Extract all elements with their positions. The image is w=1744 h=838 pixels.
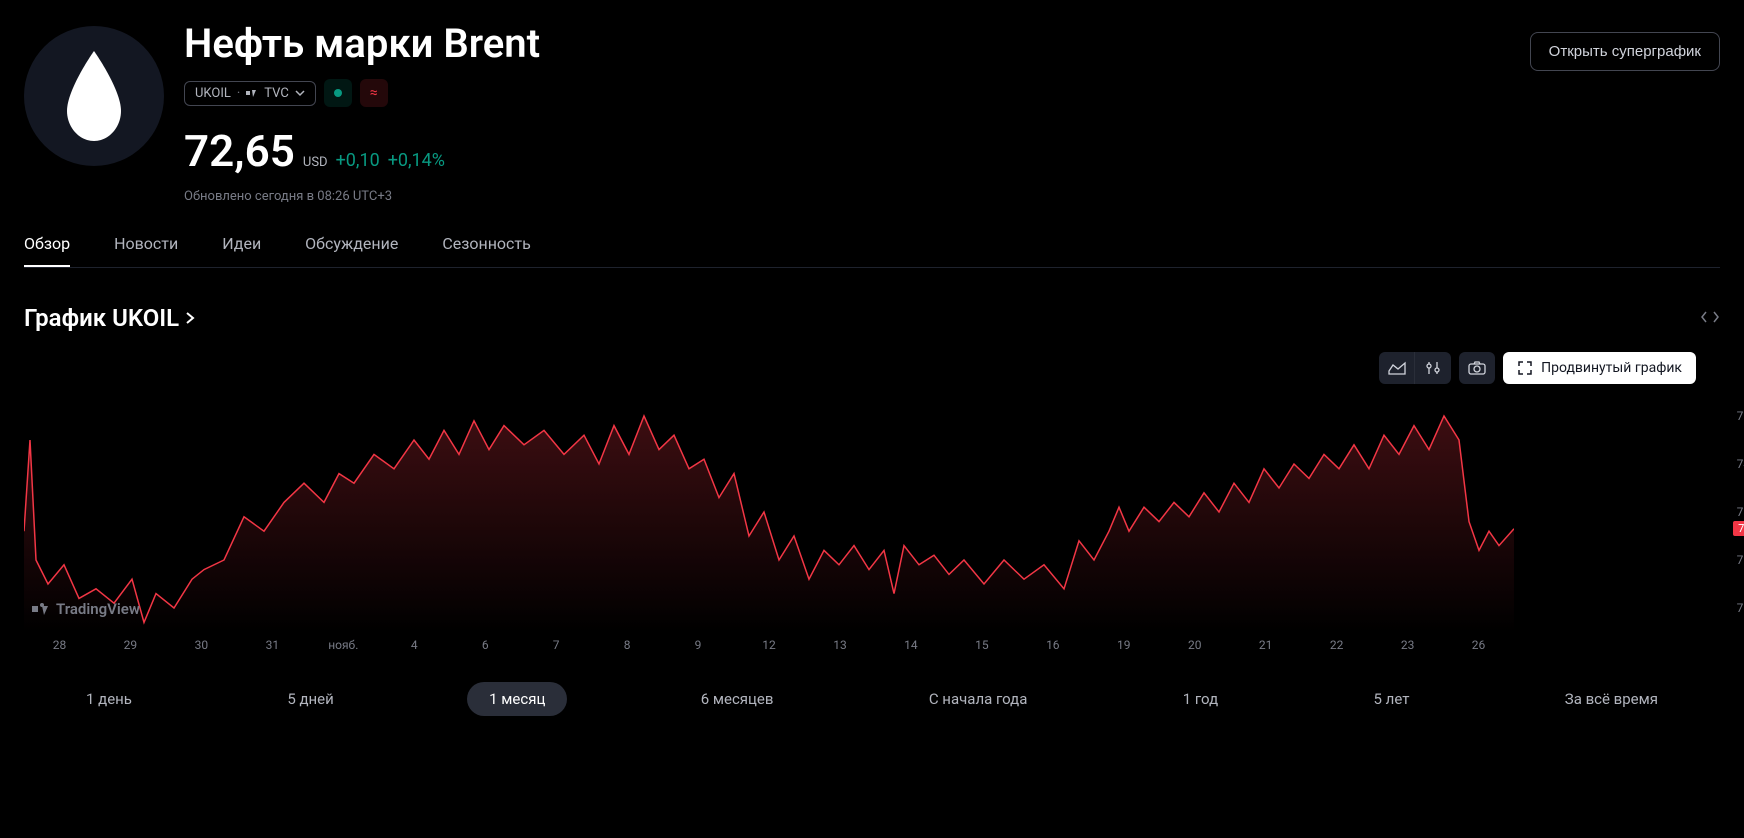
chart-toolbar: Продвинутый график bbox=[24, 352, 1720, 384]
range-option-4[interactable]: С начала года bbox=[907, 682, 1050, 716]
y-axis-label: 73,00 bbox=[1737, 505, 1744, 519]
x-axis-label: 19 bbox=[1088, 638, 1159, 652]
range-option-0[interactable]: 1 день bbox=[64, 682, 154, 716]
range-option-7[interactable]: За всё время bbox=[1543, 682, 1680, 716]
chevron-down-icon bbox=[295, 88, 305, 98]
page-title: Нефть марки Brent bbox=[184, 20, 540, 67]
chart-type-button[interactable] bbox=[1379, 352, 1415, 384]
header: Нефть марки Brent UKOIL · TVC ≈ bbox=[24, 20, 1720, 204]
y-axis-label: 72,00 bbox=[1737, 553, 1744, 567]
x-axis-label: 16 bbox=[1017, 638, 1088, 652]
instrument-logo bbox=[24, 26, 164, 166]
chart-title-link[interactable]: График UKOIL bbox=[24, 304, 195, 332]
chart-title-text: График UKOIL bbox=[24, 304, 179, 332]
tradingview-logo-icon bbox=[32, 602, 50, 616]
x-axis-label: 12 bbox=[734, 638, 805, 652]
x-axis-label: 30 bbox=[166, 638, 237, 652]
range-option-1[interactable]: 5 дней bbox=[265, 682, 355, 716]
tab-4[interactable]: Сезонность bbox=[442, 234, 530, 267]
section-tabs: Обзор Новости Идеи Обсуждение Сезонность bbox=[24, 234, 1720, 268]
chevron-right-icon bbox=[185, 311, 195, 325]
x-axis-label: 26 bbox=[1443, 638, 1514, 652]
exchange-logo bbox=[246, 88, 258, 98]
tab-3[interactable]: Обсуждение bbox=[305, 234, 398, 267]
x-axis-label: 22 bbox=[1301, 638, 1372, 652]
x-axis-label: нояб. bbox=[308, 638, 379, 652]
snapshot-button[interactable] bbox=[1459, 352, 1495, 384]
x-axis-label: 29 bbox=[95, 638, 166, 652]
x-axis-label: 20 bbox=[1159, 638, 1230, 652]
sliders-icon bbox=[1425, 360, 1441, 376]
current-price-tag: 72,65 bbox=[1733, 521, 1744, 536]
tab-0[interactable]: Обзор bbox=[24, 234, 70, 267]
time-range-selector: 1 день 5 дней 1 месяц 6 месяцев С начала год… bbox=[24, 682, 1720, 716]
status-dot-icon bbox=[334, 89, 342, 97]
x-axis-label: 21 bbox=[1230, 638, 1301, 652]
symbol-selector[interactable]: UKOIL · TVC bbox=[184, 81, 316, 106]
x-axis-label: 23 bbox=[1372, 638, 1443, 652]
y-axis-label: 75,00 bbox=[1737, 409, 1744, 423]
open-supergraph-button[interactable]: Открыть суперграфик bbox=[1530, 32, 1720, 71]
symbol-code: UKOIL bbox=[195, 86, 231, 101]
x-axis-label: 7 bbox=[521, 638, 592, 652]
advanced-chart-button[interactable]: Продвинутый график bbox=[1503, 352, 1696, 384]
x-axis-label: 14 bbox=[875, 638, 946, 652]
approx-badge[interactable]: ≈ bbox=[360, 79, 388, 107]
current-price: 72,65 bbox=[184, 125, 295, 177]
fullscreen-icon bbox=[1517, 360, 1533, 376]
y-axis-label: 71,00 bbox=[1737, 601, 1744, 615]
advanced-chart-label: Продвинутый график bbox=[1541, 360, 1682, 376]
x-axis-label: 4 bbox=[379, 638, 450, 652]
x-axis-label: 9 bbox=[663, 638, 734, 652]
price-chart[interactable] bbox=[24, 392, 1514, 632]
x-axis-label: 8 bbox=[592, 638, 663, 652]
change-absolute: +0,10 bbox=[336, 150, 380, 171]
updated-timestamp: Обновлено сегодня в 08:26 UTC+3 bbox=[184, 189, 540, 204]
x-axis-label: 6 bbox=[450, 638, 521, 652]
separator-dot: · bbox=[237, 86, 240, 101]
x-axis-label: 15 bbox=[946, 638, 1017, 652]
x-axis-label: 28 bbox=[24, 638, 95, 652]
area-chart-icon bbox=[1388, 361, 1406, 375]
camera-icon bbox=[1468, 361, 1486, 375]
y-axis-label: 74,00 bbox=[1737, 457, 1744, 471]
exchange-code: TVC bbox=[264, 86, 289, 101]
change-percent: +0,14% bbox=[388, 150, 445, 171]
price-chart-container: 75,0074,0073,0072,0071,00 72,65 TradingV… bbox=[24, 392, 1720, 652]
embed-code-button[interactable] bbox=[1700, 309, 1720, 328]
tab-1[interactable]: Новости bbox=[114, 234, 178, 267]
currency-label: USD bbox=[303, 155, 328, 170]
range-option-5[interactable]: 1 год bbox=[1161, 682, 1240, 716]
market-status-badge[interactable] bbox=[324, 79, 352, 107]
tab-2[interactable]: Идеи bbox=[222, 234, 261, 267]
oil-drop-icon bbox=[59, 51, 129, 141]
x-axis-label: 31 bbox=[237, 638, 308, 652]
range-option-6[interactable]: 5 лет bbox=[1352, 682, 1432, 716]
range-option-3[interactable]: 6 месяцев bbox=[679, 682, 796, 716]
range-option-2[interactable]: 1 месяц bbox=[467, 682, 567, 716]
indicators-button[interactable] bbox=[1415, 352, 1451, 384]
x-axis-label: 13 bbox=[804, 638, 875, 652]
tradingview-watermark: TradingView bbox=[32, 600, 140, 618]
